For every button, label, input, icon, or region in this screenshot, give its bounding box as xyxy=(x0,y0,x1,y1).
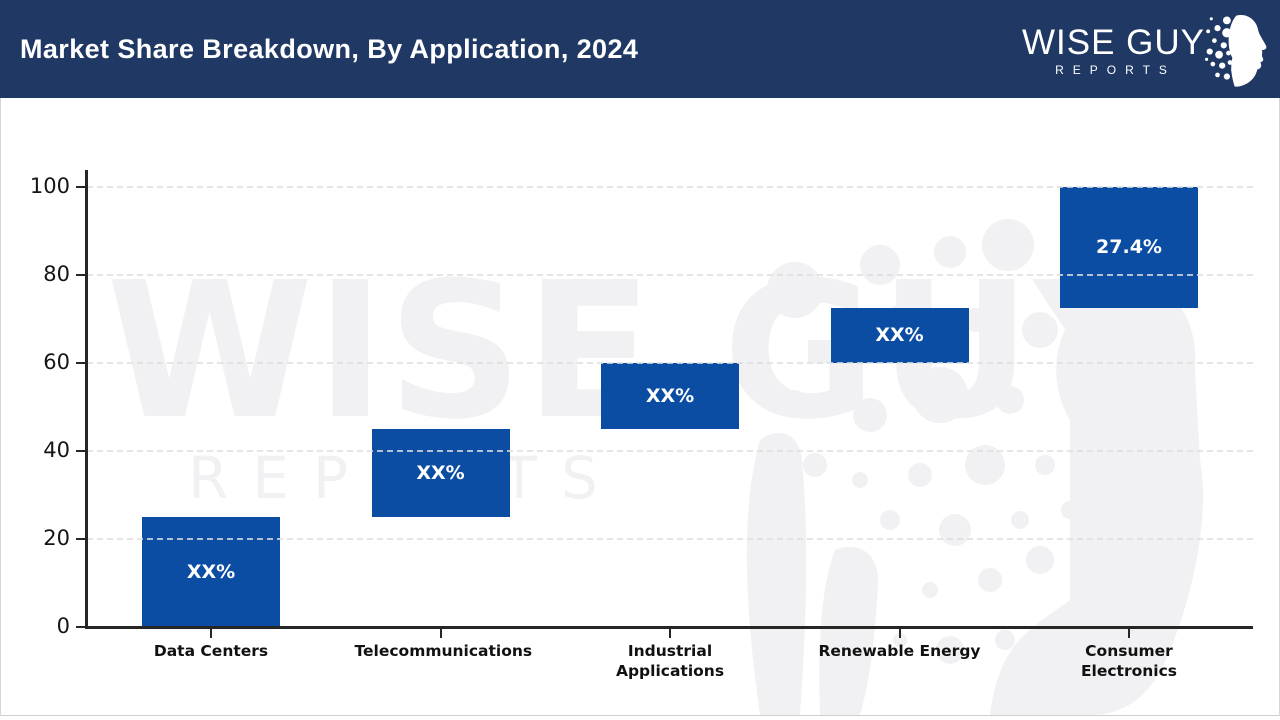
y-tick-0 xyxy=(76,626,85,629)
grid-line-80 xyxy=(87,274,1253,276)
wise-guy-logo: WISE GUY REPORTS xyxy=(1022,10,1272,90)
x-tick-4 xyxy=(1128,628,1131,638)
y-tick-20 xyxy=(76,538,85,541)
bar-value-label: XX% xyxy=(645,385,695,407)
bar-renewable-energy: XX% xyxy=(830,307,969,363)
y-axis-line xyxy=(85,170,88,629)
bar-industrial-applications: XX% xyxy=(601,363,739,429)
grid-line-20 xyxy=(87,538,1253,540)
y-tick-label-20: 20 xyxy=(43,526,70,550)
bar-value-label: XX% xyxy=(186,561,236,583)
grid-line-60 xyxy=(87,362,1253,364)
x-tick-3 xyxy=(898,628,901,638)
x-category-label: Renewable Energy xyxy=(818,642,981,660)
grid-line-100 xyxy=(87,186,1253,188)
y-tick-label-60: 60 xyxy=(43,350,70,374)
x-tick-0 xyxy=(210,628,213,638)
x-axis-line xyxy=(85,626,1253,629)
logo-head-icon xyxy=(1205,14,1267,87)
x-category-label: Consumer Electronics xyxy=(1080,642,1178,681)
logo-subtitle: REPORTS xyxy=(1055,62,1176,77)
logo-name: WISE GUY xyxy=(1022,22,1206,62)
bar-value-label: XX% xyxy=(875,324,924,347)
x-tick-2 xyxy=(669,628,672,638)
x-category-label: Industrial Applications xyxy=(615,642,725,681)
x-category-label: Data Centers xyxy=(153,642,269,660)
bar-data-centers: XX% xyxy=(142,517,280,627)
y-tick-80 xyxy=(76,274,85,277)
bar-telecommunications: XX% xyxy=(371,429,510,517)
y-tick-40 xyxy=(76,450,85,453)
page-title: Market Share Breakdown, By Application, … xyxy=(20,33,639,64)
bar-value-label: 27.4% xyxy=(1096,236,1162,259)
y-tick-label-40: 40 xyxy=(43,438,70,462)
y-tick-label-0: 0 xyxy=(56,614,70,638)
x-tick-1 xyxy=(439,628,442,638)
y-tick-100 xyxy=(76,186,85,189)
header-bar: Market Share Breakdown, By Application, … xyxy=(0,0,1280,98)
y-tick-60 xyxy=(76,362,85,365)
bar-value-label: XX% xyxy=(416,462,465,484)
x-category-label: Telecommunications xyxy=(354,642,533,660)
y-tick-label-80: 80 xyxy=(43,262,70,286)
grid-line-40 xyxy=(87,450,1253,452)
y-tick-label-100: 100 xyxy=(29,174,70,198)
bar-consumer-electronics: 27.4% xyxy=(1060,187,1198,308)
